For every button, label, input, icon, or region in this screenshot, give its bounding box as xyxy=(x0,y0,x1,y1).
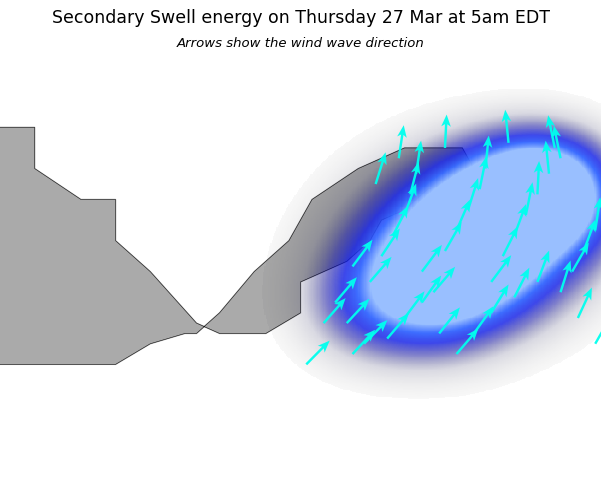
Text: Secondary Swell energy on Thursday 27 Mar at 5am EDT: Secondary Swell energy on Thursday 27 Ma… xyxy=(52,9,549,27)
Polygon shape xyxy=(0,128,474,385)
Text: Arrows show the wind wave direction: Arrows show the wind wave direction xyxy=(177,37,424,50)
